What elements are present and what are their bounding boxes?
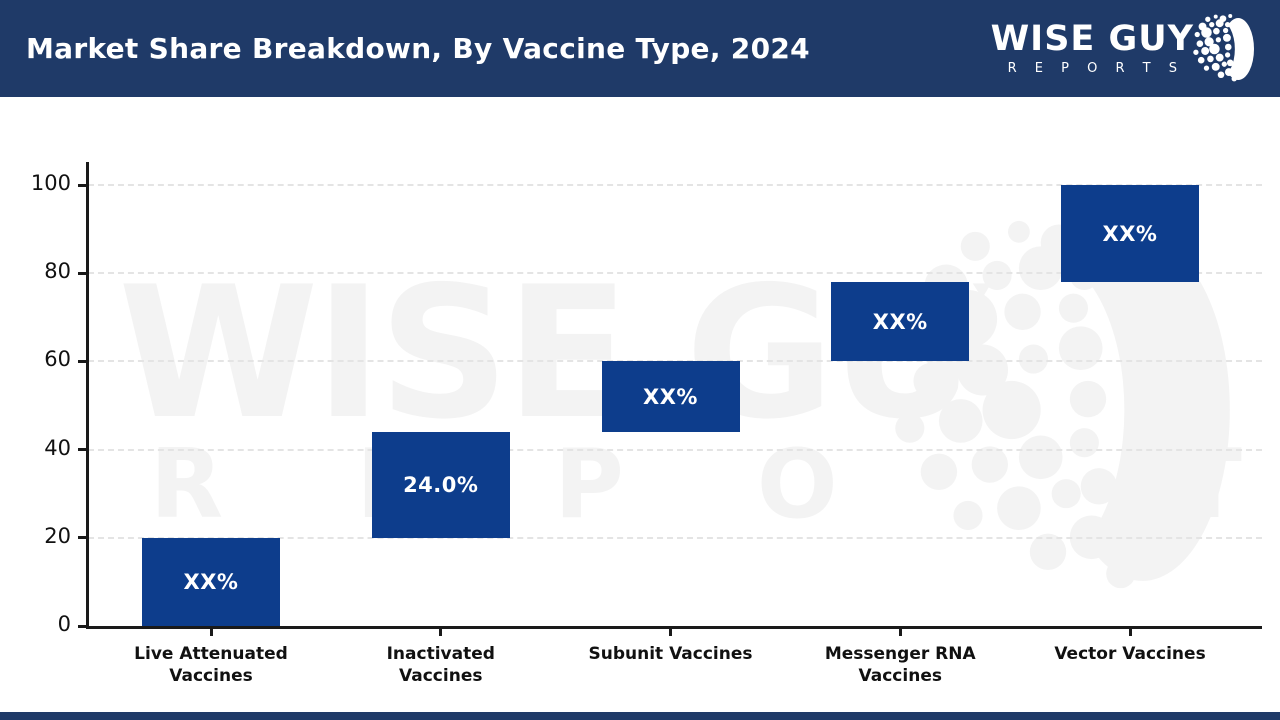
brand-logo-text: WISE GUY R E P O R T S bbox=[990, 18, 1194, 76]
waterfall-chart: 0 20 40 60 80 100 XX% Live Attenuated Vaccines 2… bbox=[0, 97, 1280, 720]
bar-segment: XX% bbox=[142, 537, 280, 626]
y-axis-tick bbox=[78, 183, 88, 187]
x-axis-category-label: Vector Vaccines bbox=[1054, 644, 1206, 664]
bar-segment: XX% bbox=[1061, 185, 1199, 283]
y-axis-tick bbox=[78, 448, 88, 452]
x-axis-category-label: Live Attenuated Vaccines bbox=[134, 644, 288, 687]
y-axis-tick bbox=[78, 271, 88, 275]
brand-name: WISE GUY bbox=[990, 18, 1194, 59]
y-axis-tick bbox=[78, 624, 88, 628]
x-axis-category-label: Messenger RNA Vaccines bbox=[824, 644, 976, 687]
y-axis-tick-label: 0 bbox=[57, 612, 71, 636]
y-axis-tick bbox=[78, 536, 88, 540]
x-axis-tick bbox=[669, 628, 672, 636]
x-axis-tick bbox=[1128, 628, 1132, 636]
bar-value-label: XX% bbox=[1102, 221, 1158, 246]
brand-subtitle: R E P O R T S bbox=[1007, 60, 1184, 76]
x-axis-category-label: Inactivated Vaccines bbox=[386, 644, 495, 687]
bar-value-label: XX% bbox=[643, 384, 698, 409]
y-axis-tick-label: 40 bbox=[44, 435, 71, 460]
y-axis-tick-label: 60 bbox=[44, 347, 71, 372]
page-title: Market Share Breakdown, By Vaccine Type,… bbox=[26, 32, 810, 65]
x-axis-category-label: Subunit Vaccines bbox=[588, 644, 753, 664]
gridline bbox=[88, 536, 1262, 539]
gridline bbox=[88, 272, 1262, 275]
y-axis-tick-label: 20 bbox=[44, 523, 71, 548]
y-axis-tick bbox=[78, 359, 88, 363]
logo-face-icon bbox=[1193, 13, 1254, 81]
bar-value-label: XX% bbox=[183, 569, 239, 594]
x-axis-tick bbox=[209, 628, 213, 636]
gridline bbox=[88, 448, 1262, 451]
gridline bbox=[88, 184, 1262, 186]
header: Market Share Breakdown, By Vaccine Type,… bbox=[0, 0, 1280, 97]
brand-logo: WISE GUY R E P O R T S bbox=[991, 9, 1254, 89]
x-axis-line bbox=[86, 626, 1262, 629]
y-axis-tick-label: 100 bbox=[30, 171, 71, 195]
bar-segment: 24.0% bbox=[371, 431, 510, 538]
footer-bar bbox=[0, 712, 1280, 720]
y-axis-line bbox=[86, 162, 89, 629]
y-axis-tick-label: 80 bbox=[44, 259, 71, 284]
bar-value-label: XX% bbox=[872, 309, 928, 334]
bar-segment: XX% bbox=[831, 282, 970, 362]
x-axis-tick bbox=[898, 628, 902, 636]
bar-value-label: 24.0% bbox=[403, 472, 479, 497]
x-axis-tick bbox=[439, 628, 443, 636]
bar-segment: XX% bbox=[601, 361, 740, 432]
